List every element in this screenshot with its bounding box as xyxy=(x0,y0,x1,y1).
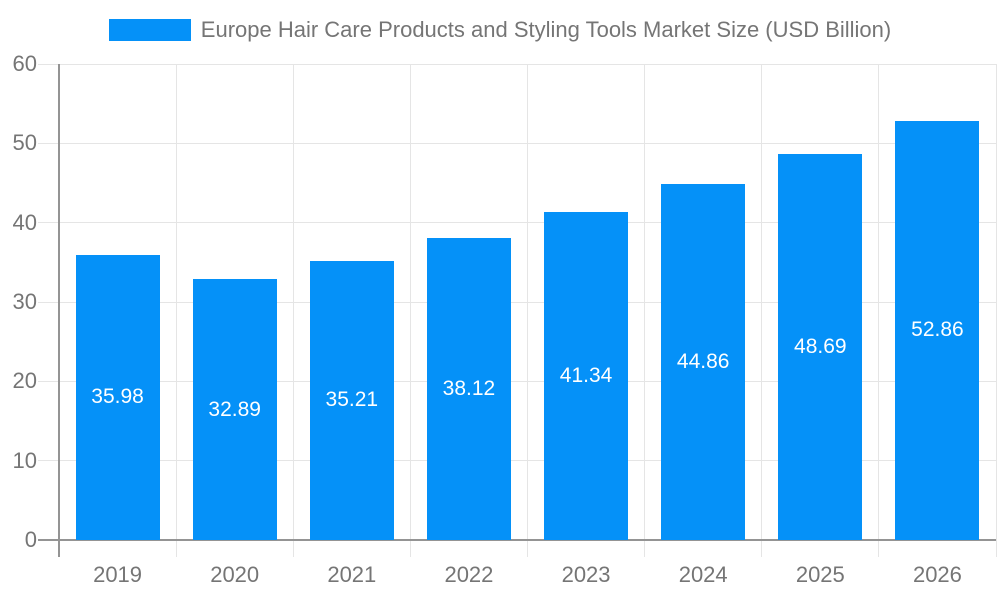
y-gridline xyxy=(38,63,996,65)
x-axis-tick-label: 2021 xyxy=(327,562,377,587)
y-gridline xyxy=(38,142,996,144)
y-axis-tick-label: 50 xyxy=(12,130,37,156)
y-axis-tick-label: 40 xyxy=(12,209,37,235)
bar-value-label: 35.98 xyxy=(91,385,144,409)
legend-swatch-icon xyxy=(108,19,191,41)
bar[interactable] xyxy=(309,260,394,540)
bar-value-label: 32.89 xyxy=(208,397,261,421)
y-axis-tick-label: 30 xyxy=(12,289,37,314)
x-axis-tick-label: 2025 xyxy=(795,562,845,587)
legend-label: Europe Hair Care Products and Styling To… xyxy=(200,17,892,42)
y-gridline xyxy=(38,301,996,303)
x-gridline xyxy=(292,64,294,557)
x-axis-line xyxy=(38,539,996,541)
x-gridline xyxy=(878,64,880,557)
y-axis-tick-label: 20 xyxy=(12,368,37,394)
y-axis-line xyxy=(58,64,60,557)
bar[interactable] xyxy=(192,279,277,540)
y-axis-tick-label: 10 xyxy=(12,447,37,473)
bar-value-label: 41.34 xyxy=(559,364,613,388)
bar-value-label: 52.86 xyxy=(911,318,964,342)
x-axis-tick-label: 2022 xyxy=(444,562,494,587)
y-gridline xyxy=(38,222,996,224)
bar[interactable] xyxy=(75,254,160,540)
x-axis-tick-label: 2019 xyxy=(93,562,143,587)
x-gridline xyxy=(409,64,411,557)
legend-item[interactable]: Europe Hair Care Products and Styling To… xyxy=(0,17,1000,43)
x-axis-tick-label: 2023 xyxy=(561,562,611,587)
y-gridline xyxy=(38,460,996,462)
x-gridline xyxy=(761,64,763,557)
bar[interactable] xyxy=(895,120,980,540)
x-gridline xyxy=(644,64,646,557)
bar[interactable] xyxy=(544,212,629,540)
bar-value-label: 38.12 xyxy=(442,376,496,400)
x-axis-tick-label: 2026 xyxy=(912,562,962,587)
x-gridline xyxy=(175,64,177,557)
x-gridline xyxy=(527,64,528,557)
bar-value-label: 48.69 xyxy=(794,334,847,358)
y-gridline xyxy=(38,380,996,382)
bar[interactable] xyxy=(426,237,511,540)
x-gridline xyxy=(995,64,997,557)
bar[interactable] xyxy=(778,153,863,540)
x-axis-tick-label: 2024 xyxy=(678,562,728,587)
y-axis-tick-label: 0 xyxy=(24,527,37,552)
bar-value-label: 44.86 xyxy=(676,350,730,374)
bar-value-label: 35.21 xyxy=(325,388,379,412)
x-axis-tick-label: 2020 xyxy=(210,562,260,587)
y-axis-tick-label: 60 xyxy=(12,51,37,76)
bar[interactable] xyxy=(661,184,746,540)
